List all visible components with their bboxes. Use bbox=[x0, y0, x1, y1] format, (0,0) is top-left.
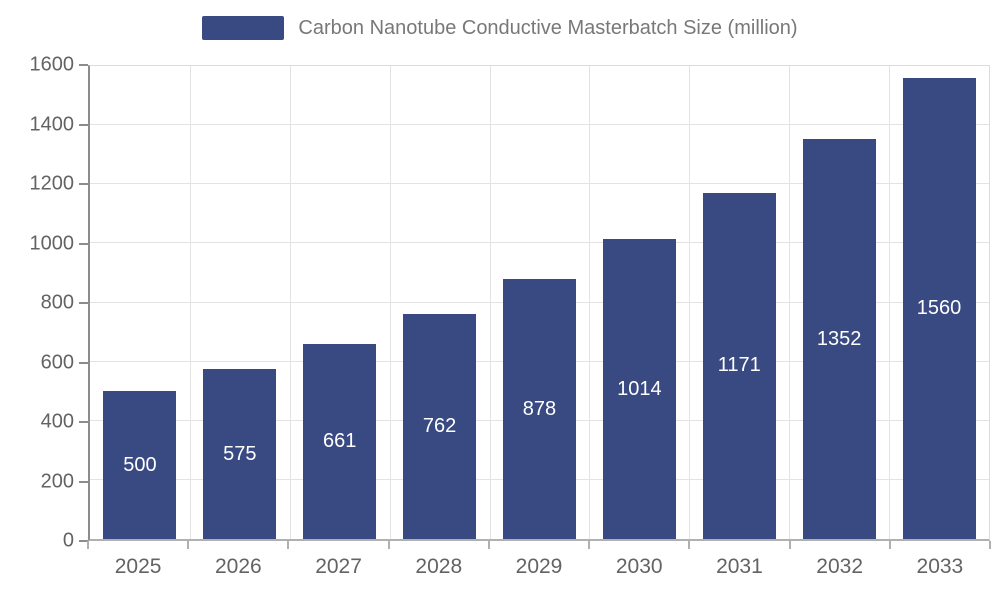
y-gridline bbox=[90, 183, 989, 185]
x-tick-label-2032: 2032 bbox=[816, 555, 864, 578]
bar-value-label: 1352 bbox=[816, 327, 862, 350]
x-tick-label-2031: 2031 bbox=[716, 555, 763, 578]
y-tick-mark bbox=[79, 64, 88, 66]
x-gridline bbox=[689, 66, 691, 539]
x-gridline bbox=[589, 66, 591, 539]
bar-value-label: 762 bbox=[422, 414, 457, 437]
x-gridline bbox=[289, 66, 291, 539]
x-gridline bbox=[389, 66, 391, 539]
y-tick-label: 1400 bbox=[29, 113, 75, 135]
x-tick-label-2033: 2033 bbox=[916, 555, 964, 578]
y-axis-labels: 0 200 400 600 800 1000 1200 1400 1600 bbox=[0, 54, 75, 552]
bar-value-label: 1171 bbox=[717, 354, 761, 377]
bar-2027[interactable]: 661 bbox=[303, 343, 377, 539]
x-tick-label-2027: 2027 bbox=[315, 555, 362, 578]
plot-area: 500 575 661 762 878 1014 1171 1352 1560 bbox=[88, 65, 990, 541]
x-tick-label-2025: 2025 bbox=[114, 555, 162, 578]
x-tick-mark bbox=[87, 541, 89, 549]
y-gridline bbox=[90, 242, 989, 244]
x-tick-mark bbox=[287, 541, 290, 549]
x-tick-mark bbox=[888, 541, 891, 549]
x-tick-mark bbox=[487, 541, 490, 549]
x-gridline bbox=[889, 66, 891, 539]
y-tick-mark bbox=[79, 123, 88, 126]
bar-2033[interactable]: 1560 bbox=[902, 77, 976, 539]
bar-2031[interactable]: 1171 bbox=[702, 192, 776, 539]
y-tick-mark bbox=[79, 361, 88, 364]
x-gridline bbox=[189, 66, 191, 539]
y-tick-mark bbox=[79, 183, 88, 185]
y-tick-label: 1000 bbox=[29, 232, 75, 254]
chart-legend[interactable]: Carbon Nanotube Conductive Masterbatch S… bbox=[0, 16, 1000, 40]
bar-value-label: 661 bbox=[323, 429, 357, 452]
bar-2032[interactable]: 1352 bbox=[802, 139, 876, 539]
y-tick-label: 600 bbox=[40, 351, 74, 373]
bar-2025[interactable]: 500 bbox=[103, 391, 177, 539]
y-tick-label: 800 bbox=[40, 291, 74, 314]
y-tick-mark bbox=[79, 480, 88, 483]
x-axis-labels: 2025 2026 2027 2028 2029 2030 2031 2032 2033 bbox=[88, 555, 990, 585]
y-tick-label: 200 bbox=[40, 470, 74, 492]
x-tick-mark bbox=[788, 541, 791, 549]
y-gridline bbox=[90, 124, 989, 126]
bar-2026[interactable]: 575 bbox=[203, 369, 277, 539]
x-tick-mark bbox=[989, 541, 991, 549]
legend-label: Carbon Nanotube Conductive Masterbatch S… bbox=[298, 16, 798, 39]
x-tick-label-2030: 2030 bbox=[615, 555, 663, 578]
y-tick-label: 1600 bbox=[29, 53, 75, 76]
y-tick-mark bbox=[79, 242, 88, 245]
bar-value-label: 1560 bbox=[916, 296, 962, 319]
x-tick-mark bbox=[588, 541, 591, 549]
y-tick-mark bbox=[79, 540, 88, 542]
bar-2029[interactable]: 878 bbox=[503, 279, 576, 539]
bar-value-label: 878 bbox=[522, 397, 557, 420]
x-tick-mark bbox=[187, 541, 190, 549]
legend-swatch-icon bbox=[202, 16, 285, 40]
x-tick-mark bbox=[387, 541, 390, 549]
x-tick-label-2028: 2028 bbox=[415, 555, 463, 578]
bar-2028[interactable]: 762 bbox=[403, 313, 477, 539]
x-gridline bbox=[489, 66, 491, 539]
bar-value-label: 500 bbox=[123, 453, 157, 476]
bar-2030[interactable]: 1014 bbox=[602, 239, 676, 539]
x-tick-label-2029: 2029 bbox=[515, 555, 563, 578]
y-tick-mark bbox=[79, 421, 88, 423]
y-tick-mark bbox=[79, 302, 88, 304]
x-gridline bbox=[789, 66, 791, 539]
y-tick-label: 400 bbox=[40, 410, 74, 433]
x-tick-label-2026: 2026 bbox=[214, 555, 262, 578]
y-tick-label: 1200 bbox=[29, 172, 75, 195]
x-tick-mark bbox=[688, 541, 691, 549]
y-tick-label: 0 bbox=[62, 529, 74, 552]
bar-value-label: 575 bbox=[223, 442, 257, 465]
bar-value-label: 1014 bbox=[617, 377, 662, 400]
